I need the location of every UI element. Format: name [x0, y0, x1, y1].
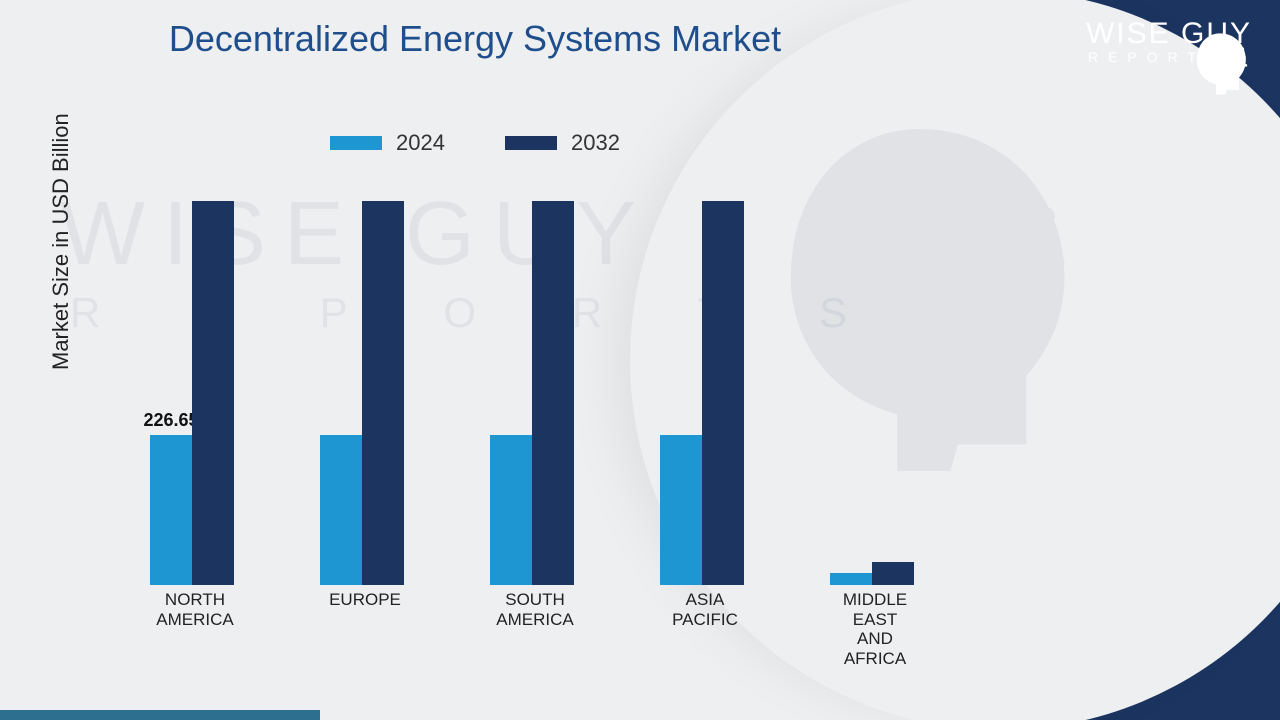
bar-2032 [362, 201, 404, 585]
y-axis-label: Market Size in USD Billion [48, 113, 74, 370]
brand-logo: WISE GUY REPORTS [1086, 18, 1252, 64]
bar-2024 [660, 435, 702, 585]
bar-2032 [872, 562, 914, 585]
plot-area: 226.65 [110, 175, 930, 585]
legend-label-2024: 2024 [396, 130, 445, 156]
legend-label-2032: 2032 [571, 130, 620, 156]
bar-2024: 226.65 [150, 435, 192, 585]
legend: 2024 2032 [0, 130, 950, 156]
bar-2032 [702, 201, 744, 585]
legend-item-2024: 2024 [330, 130, 445, 156]
bar-2032 [192, 201, 234, 585]
bottom-accent-bar [0, 710, 320, 720]
bar-2024 [320, 435, 362, 585]
bar-2024 [830, 573, 872, 585]
x-category-label: EUROPE [300, 590, 430, 610]
chart-canvas: WISE GUY R E P O R T S WISE GUY REPORTS … [0, 0, 1280, 720]
legend-swatch-2024 [330, 136, 382, 150]
x-category-label: NORTHAMERICA [130, 590, 260, 629]
brand-head-icon [1180, 30, 1260, 98]
x-category-label: ASIAPACIFIC [640, 590, 770, 629]
legend-item-2032: 2032 [505, 130, 620, 156]
x-category-label: SOUTHAMERICA [470, 590, 600, 629]
bar-value-label: 226.65 [143, 410, 198, 431]
x-category-label: MIDDLEEASTANDAFRICA [810, 590, 940, 668]
bar-2032 [532, 201, 574, 585]
chart-title: Decentralized Energy Systems Market [0, 18, 950, 60]
x-axis-labels: NORTHAMERICA EUROPE SOUTHAMERICA ASIAPACIFI… [110, 590, 930, 700]
legend-swatch-2032 [505, 136, 557, 150]
bar-2024 [490, 435, 532, 585]
